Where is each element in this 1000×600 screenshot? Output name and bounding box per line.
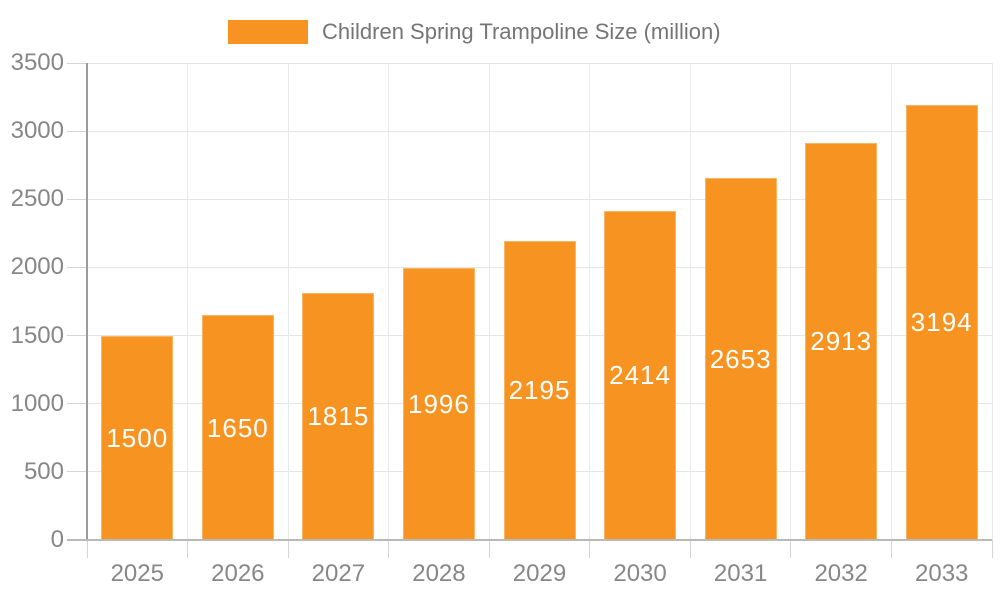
bar-value-label: 2913 — [810, 326, 873, 357]
y-tick — [67, 266, 87, 268]
legend-label: Children Spring Trampoline Size (million… — [322, 19, 721, 44]
x-gridline — [388, 63, 390, 540]
bar-value-label: 3194 — [910, 307, 973, 338]
x-gridline — [890, 63, 892, 540]
x-gridline — [187, 63, 189, 540]
x-axis-tick-label: 2029 — [512, 560, 567, 587]
bar-value-label: 1500 — [106, 422, 169, 453]
y-gridline — [87, 130, 992, 132]
x-tick — [287, 540, 289, 558]
x-gridline — [589, 63, 591, 540]
bar-2031[interactable]: 2653 — [704, 178, 777, 540]
x-tick — [388, 540, 390, 558]
bar-2026[interactable]: 1650 — [201, 315, 274, 540]
y-tick — [67, 198, 87, 200]
y-gridline — [87, 62, 992, 64]
y-axis-tick-label: 0 — [50, 526, 64, 553]
bar-2030[interactable]: 2414 — [604, 211, 677, 540]
y-gridline — [87, 198, 992, 200]
y-tick — [67, 130, 87, 132]
x-tick — [589, 540, 591, 558]
x-axis-line — [67, 539, 992, 541]
bar-2032[interactable]: 2913 — [805, 142, 878, 540]
x-tick — [86, 540, 88, 558]
bar-value-label: 2414 — [609, 360, 671, 391]
legend-swatch — [228, 20, 308, 44]
y-axis-tick-label: 2000 — [10, 253, 64, 281]
x-axis-tick-label: 2031 — [713, 560, 768, 587]
y-axis-tick-label: 1500 — [10, 321, 64, 349]
x-axis-tick-label: 2032 — [814, 560, 868, 587]
y-axis-tick-label: 3000 — [10, 117, 64, 145]
bar-value-label: 1650 — [206, 412, 269, 443]
y-axis-tick-label: 1000 — [10, 389, 64, 417]
x-gridline — [488, 63, 490, 540]
x-gridline — [287, 63, 289, 540]
x-tick — [991, 540, 993, 558]
bar-2029[interactable]: 2195 — [503, 240, 576, 540]
x-gridline — [790, 63, 792, 540]
y-tick — [67, 335, 87, 337]
x-tick — [790, 540, 792, 558]
y-tick — [67, 403, 87, 405]
y-axis-line — [86, 63, 88, 540]
bar-2028[interactable]: 1996 — [402, 267, 475, 540]
y-axis-tick-label: 500 — [23, 457, 64, 485]
bar-value-label: 2195 — [508, 375, 571, 406]
x-axis-tick-label: 2027 — [311, 560, 366, 587]
y-tick — [67, 62, 87, 64]
x-gridline — [991, 63, 993, 540]
x-tick — [488, 540, 490, 558]
bar-value-label: 1996 — [408, 388, 470, 419]
x-tick — [890, 540, 892, 558]
x-axis-tick-label: 2033 — [915, 560, 969, 587]
x-axis-tick-label: 2030 — [613, 560, 667, 587]
y-axis-tick-label: 2500 — [10, 185, 64, 213]
y-axis-tick-label: 3500 — [10, 49, 64, 76]
bar-value-label: 1815 — [307, 401, 370, 432]
legend-item[interactable]: Children Spring Trampoline Size (million… — [228, 19, 721, 45]
x-tick — [187, 540, 189, 558]
bar-2025[interactable]: 1500 — [101, 335, 174, 540]
bar-2033[interactable]: 3194 — [905, 104, 978, 540]
y-tick — [67, 471, 87, 473]
x-tick — [689, 540, 691, 558]
x-gridline — [689, 63, 691, 540]
x-axis-tick-label: 2028 — [412, 560, 466, 587]
x-axis-tick-label: 2026 — [211, 560, 265, 587]
bar-2027[interactable]: 1815 — [302, 292, 375, 540]
x-axis-tick-label: 2025 — [110, 560, 164, 587]
bar-value-label: 2653 — [709, 344, 772, 375]
